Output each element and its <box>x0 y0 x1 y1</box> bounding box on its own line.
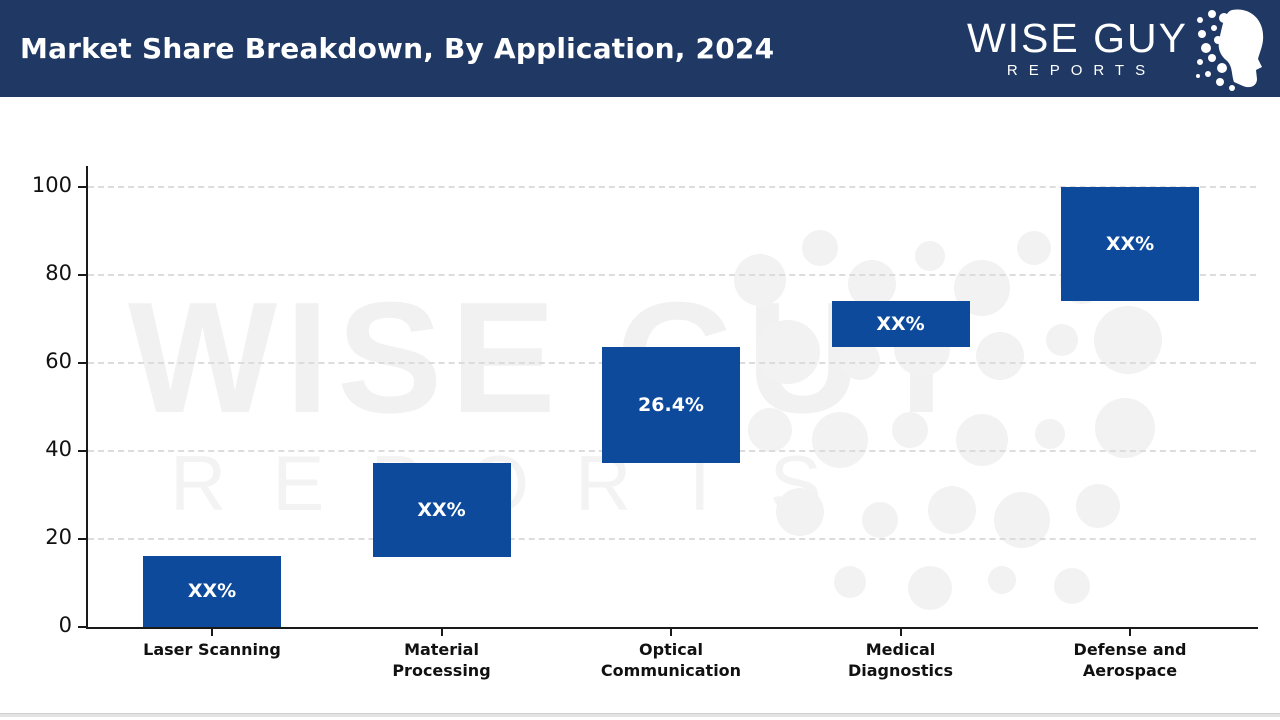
gridline <box>88 274 1256 276</box>
header-bar: Market Share Breakdown, By Application, … <box>0 0 1280 97</box>
y-axis-tick <box>78 626 86 628</box>
y-axis-line <box>86 166 88 629</box>
x-axis-tick <box>899 629 902 636</box>
bar-value-label: XX% <box>187 580 237 603</box>
y-axis-tick <box>78 450 86 452</box>
y-axis-tick <box>78 538 86 540</box>
page-title: Market Share Breakdown, By Application, … <box>20 32 775 65</box>
x-axis-tick <box>211 629 213 636</box>
footer-divider <box>0 713 1280 717</box>
bar-value-label: 26.4% <box>638 394 704 417</box>
bar-value-label: XX% <box>1105 232 1155 255</box>
bar-value-label: XX% <box>876 313 925 336</box>
logo-subtitle: REPORTS <box>1006 62 1157 79</box>
x-category-label: Medical Diagnostics <box>847 640 954 680</box>
y-tick-label: 40 <box>45 437 72 461</box>
bar: XX% <box>143 555 281 627</box>
y-tick-label: 20 <box>45 525 72 549</box>
bar: 26.4% <box>602 347 740 464</box>
y-tick-label: 80 <box>45 261 72 285</box>
gridline <box>88 538 1256 540</box>
bar-value-label: XX% <box>417 498 466 521</box>
x-axis-tick <box>1129 629 1131 636</box>
x-axis-tick <box>440 629 443 636</box>
wiseguy-logo: WISE GUY REPORTS <box>967 6 1266 92</box>
y-axis-tick <box>78 274 86 276</box>
gridline <box>88 186 1256 188</box>
bar: XX% <box>831 300 970 348</box>
x-axis-tick <box>670 629 672 636</box>
y-axis-tick <box>78 186 86 188</box>
x-category-label: Optical Communication <box>600 640 742 680</box>
y-tick-label: 60 <box>45 349 72 373</box>
y-tick-label: 100 <box>31 173 72 197</box>
bar: XX% <box>1061 187 1199 301</box>
y-tick-label: 0 <box>58 613 72 637</box>
x-category-label: Laser Scanning <box>143 640 281 659</box>
wiseguy-face-icon <box>1196 9 1264 91</box>
x-category-label: Defense and Aerospace <box>1073 640 1187 680</box>
y-axis-tick <box>78 362 86 364</box>
x-category-label: Material Processing <box>392 640 491 680</box>
x-axis-line <box>86 627 1258 629</box>
logo-wordmark: WISE GUY <box>966 15 1188 61</box>
wiseguy-logo-text: WISE GUY REPORTS <box>966 15 1188 80</box>
bar: XX% <box>372 463 511 557</box>
